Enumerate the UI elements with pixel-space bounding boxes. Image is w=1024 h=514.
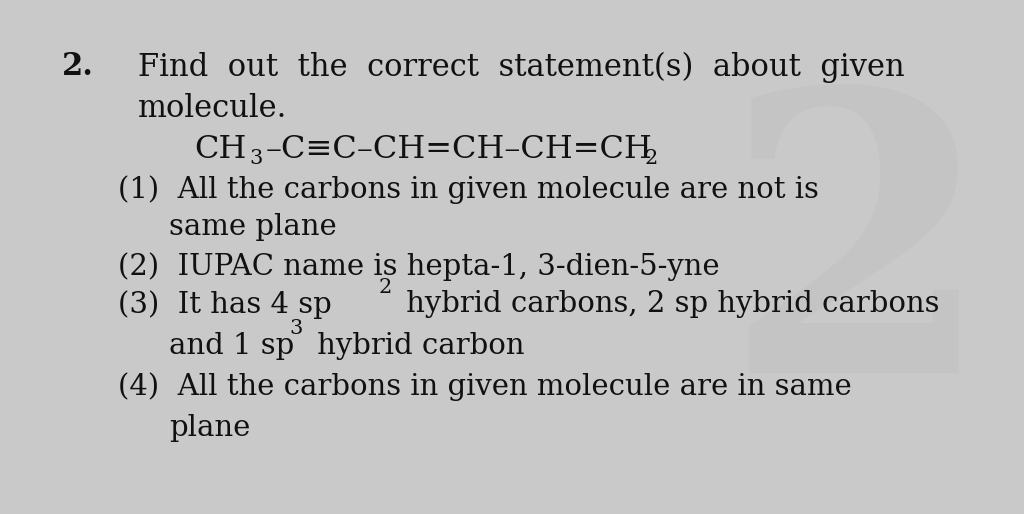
Text: molecule.: molecule.	[138, 93, 288, 123]
Text: Find  out  the  correct  statement(s)  about  given: Find out the correct statement(s) about …	[138, 51, 905, 83]
Text: –C≡C–CH=CH–CH=CH: –C≡C–CH=CH–CH=CH	[265, 134, 652, 164]
Text: hybrid carbons, 2 sp hybrid carbons: hybrid carbons, 2 sp hybrid carbons	[397, 290, 940, 318]
Text: same plane: same plane	[169, 213, 337, 241]
Text: 2: 2	[379, 278, 392, 297]
Text: 3: 3	[250, 149, 263, 168]
Text: (1)  All the carbons in given molecule are not is: (1) All the carbons in given molecule ar…	[118, 175, 818, 204]
Text: and 1 sp: and 1 sp	[169, 332, 294, 359]
Text: hybrid carbon: hybrid carbon	[308, 332, 524, 359]
Text: (4)  All the carbons in given molecule are in same: (4) All the carbons in given molecule ar…	[118, 373, 852, 401]
Text: 2: 2	[723, 77, 993, 454]
Text: plane: plane	[169, 414, 250, 442]
Text: 3: 3	[290, 319, 303, 338]
Text: CH: CH	[195, 134, 247, 164]
Text: 2.: 2.	[61, 51, 93, 82]
Text: 2: 2	[644, 149, 657, 168]
Text: (2)  IUPAC name is hepta-1, 3‑dien‑5‑yne: (2) IUPAC name is hepta-1, 3‑dien‑5‑yne	[118, 252, 720, 281]
Text: (3)  It has 4 sp: (3) It has 4 sp	[118, 290, 332, 319]
